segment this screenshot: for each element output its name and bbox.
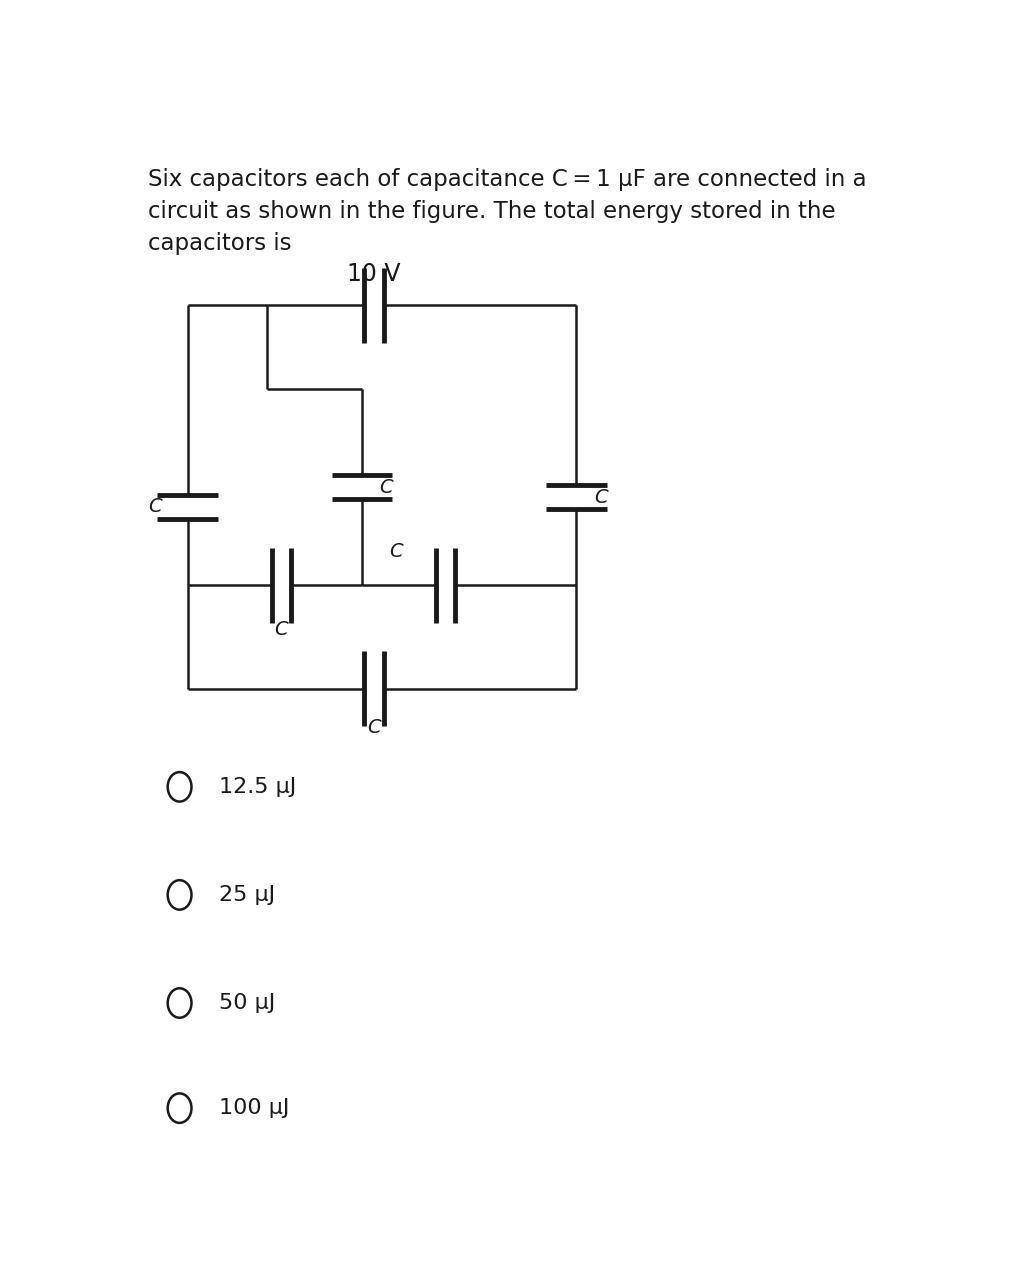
Text: Six capacitors each of capacitance C = 1 μF are connected in a
circuit as shown : Six capacitors each of capacitance C = 1… <box>147 168 866 255</box>
Text: 25 μJ: 25 μJ <box>219 886 275 905</box>
Text: C: C <box>147 498 162 517</box>
Text: 12.5 μJ: 12.5 μJ <box>219 777 297 796</box>
Text: C: C <box>594 487 607 507</box>
Text: C: C <box>389 542 402 561</box>
Text: C: C <box>274 620 288 639</box>
Text: 50 μJ: 50 μJ <box>219 993 275 1013</box>
Text: 10 V: 10 V <box>347 262 400 286</box>
Text: C: C <box>368 718 381 738</box>
Text: C: C <box>380 477 393 496</box>
Text: 100 μJ: 100 μJ <box>219 1099 290 1118</box>
